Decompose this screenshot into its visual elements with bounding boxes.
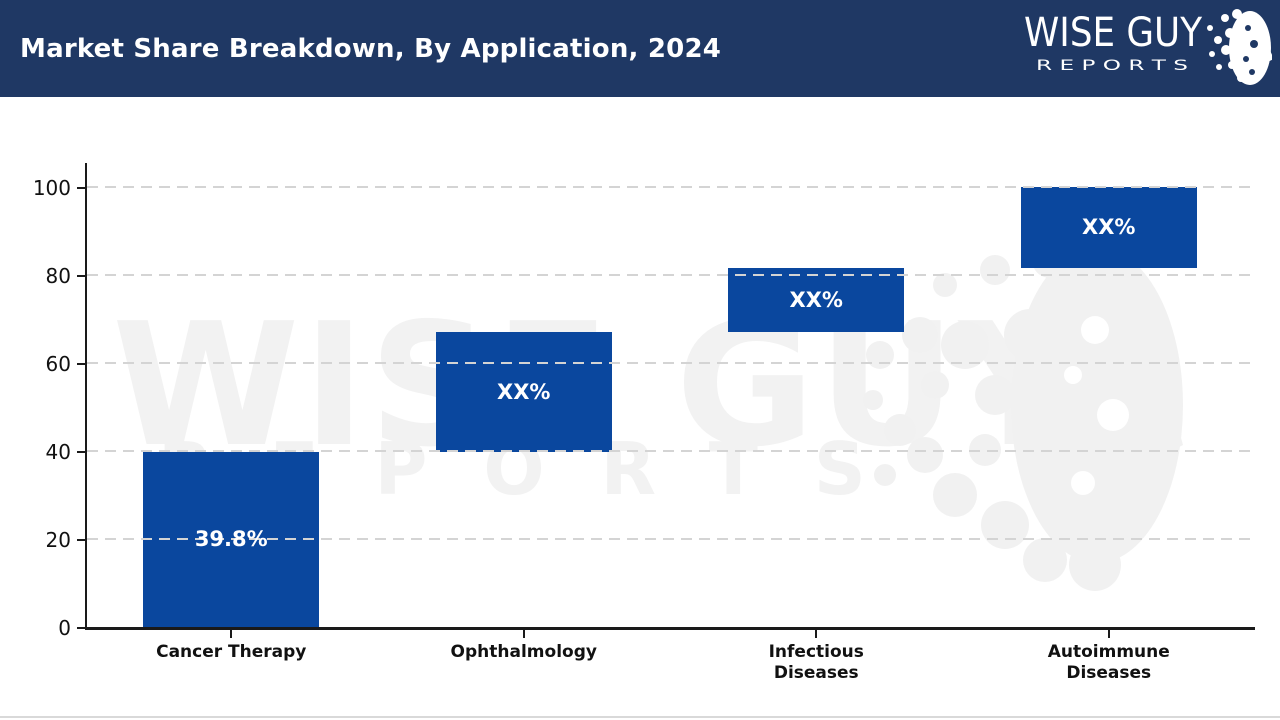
y-tick-mark [77, 450, 85, 453]
x-tick-mark [230, 630, 233, 638]
y-tick-label: 0 [58, 616, 71, 640]
header-bar: Market Share Breakdown, By Application, … [0, 0, 1280, 97]
logo-head-icon [1207, 9, 1272, 85]
y-tick-mark [77, 538, 85, 541]
y-axis-spine [85, 163, 87, 630]
y-tick-label: 60 [45, 351, 71, 376]
x-tick-mark [522, 630, 525, 638]
gridline-y60 [87, 361, 1255, 364]
x-tick-label-infectious: Infectious Diseases [768, 642, 864, 684]
x-tick-label-cancer-therapy: Cancer Therapy [156, 642, 307, 662]
bar-value-label-ophthalmology: XX% [497, 379, 551, 404]
x-tick-label-ophthalmology: Ophthalmology [450, 642, 597, 662]
waterfall-chart: WISE GUY REPORTS [0, 97, 1280, 707]
chart-title: Market Share Breakdown, By Application, … [20, 33, 722, 64]
y-tick-label: 100 [32, 175, 71, 200]
gridline-y80 [87, 273, 1255, 276]
bar-value-label-autoimmune-diseases: XX% [1082, 215, 1136, 240]
y-tick-mark [77, 362, 85, 365]
gridline-y20 [87, 537, 1255, 540]
logo-subtitle: R E P O R T S [1036, 58, 1188, 74]
bar-value-label-cancer-therapy: 39.8% [194, 527, 268, 552]
y-tick-label: 40 [45, 439, 71, 464]
x-tick-mark [815, 630, 818, 638]
y-tick-label: 80 [45, 263, 71, 288]
bar-infectious-diseases [728, 267, 905, 332]
gridline-y40 [87, 449, 1255, 452]
y-tick-mark [77, 274, 85, 277]
bar-ophthalmology [435, 331, 612, 452]
grid-layer: 0 20 40 60 80 100 Cancer Therapy Ophthalmology I… [0, 97, 1280, 707]
bar-value-label-infectious-diseases: XX% [789, 287, 843, 312]
x-tick-mark [1107, 630, 1110, 638]
x-axis-spine [85, 627, 1255, 630]
bar-labels-layer: 39.8% XX% XX% XX% [0, 97, 1280, 707]
y-tick-mark [77, 627, 85, 629]
y-tick-label: 20 [45, 527, 71, 552]
bar-autoimmune-diseases [1020, 186, 1197, 268]
y-tick-mark [77, 186, 85, 189]
gridline-y100 [87, 185, 1255, 188]
x-tick-label-autoimmune: Autoimmune Diseases [1047, 642, 1170, 684]
bottom-divider [0, 716, 1280, 718]
watermark-head-icon [863, 242, 1183, 591]
wiseguy-logo: WISE GUY R E P O R T S [1024, 9, 1272, 85]
logo-wordmark: WISE GUY [1024, 10, 1203, 56]
